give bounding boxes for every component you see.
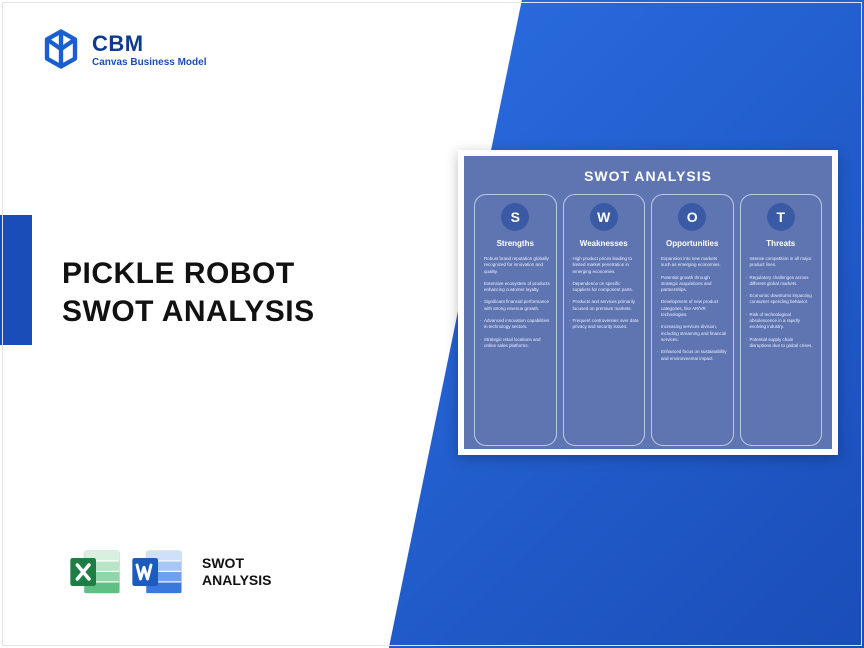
brand-logo-area: CBM Canvas Business Model [40, 28, 206, 70]
swot-item: Strategic retail locations and online sa… [480, 337, 551, 350]
file-label-line2: ANALYSIS [202, 572, 272, 589]
swot-letter-circle: T [767, 203, 795, 231]
swot-item: Significant financial performance with s… [480, 299, 551, 312]
file-label-line1: SWOT [202, 555, 272, 572]
swot-column-heading: Threats [766, 239, 795, 248]
swot-item: Enhanced focus on sustainability and env… [657, 349, 728, 362]
swot-item: Development of new product categories, l… [657, 299, 728, 318]
swot-item: Products and services primarily focused … [569, 299, 640, 312]
swot-item: Potential growth through strategic acqui… [657, 275, 728, 294]
swot-column: O Opportunities Expansion into new markets… [651, 194, 734, 446]
swot-item: Increasing services division, including … [657, 324, 728, 343]
swot-item-list: High product prices leading to limited m… [569, 256, 640, 337]
swot-column: T Threats Intense competition in all major… [740, 194, 823, 446]
word-icon [130, 544, 186, 600]
swot-item: High product prices leading to limited m… [569, 256, 640, 275]
page-title-line1: PICKLE ROBOT [62, 255, 315, 293]
swot-column-heading: Opportunities [666, 239, 718, 248]
swot-item: Robust brand reputation globally recogni… [480, 256, 551, 275]
swot-item: Regulatory challenges across different g… [746, 275, 817, 288]
page-title-line2: SWOT ANALYSIS [62, 293, 315, 331]
cbm-logo-icon [40, 28, 82, 70]
swot-column-heading: Strengths [497, 239, 534, 248]
swot-letter-circle: S [501, 203, 529, 231]
swot-item: Expansion into new markets such as emerg… [657, 256, 728, 269]
excel-icon [68, 544, 124, 600]
swot-item: Frequent controversies over data privacy… [569, 318, 640, 331]
file-format-icons: SWOT ANALYSIS [68, 544, 272, 600]
swot-item: Risk of technological obsolescence in a … [746, 312, 817, 331]
swot-item: Intense competition in all major product… [746, 256, 817, 269]
swot-preview-card: SWOT ANALYSIS S Strengths Robust brand rep… [458, 150, 838, 455]
swot-grid: S Strengths Robust brand reputation global… [474, 194, 822, 446]
swot-column: S Strengths Robust brand reputation global… [474, 194, 557, 446]
swot-letter-circle: O [678, 203, 706, 231]
swot-column: W Weaknesses High product prices leading t… [563, 194, 646, 446]
brand-title: CBM [92, 31, 206, 57]
swot-item-list: Robust brand reputation globally recogni… [480, 256, 551, 355]
brand-subtitle: Canvas Business Model [92, 57, 206, 68]
page-title: PICKLE ROBOT SWOT ANALYSIS [62, 255, 315, 330]
swot-column-heading: Weaknesses [580, 239, 628, 248]
swot-card-title: SWOT ANALYSIS [474, 168, 822, 184]
swot-item-list: Intense competition in all major product… [746, 256, 817, 355]
swot-item: Potential supply chain disruptions due t… [746, 337, 817, 350]
swot-item: Advanced innovation capabilities in tech… [480, 318, 551, 331]
swot-letter-circle: W [590, 203, 618, 231]
swot-item: Economic downturns impacting consumer sp… [746, 293, 817, 306]
left-accent-bar [0, 215, 32, 345]
file-format-label: SWOT ANALYSIS [202, 555, 272, 589]
swot-item: Extensive ecosystem of products enhancin… [480, 281, 551, 294]
swot-item: Dependence on specific suppliers for com… [569, 281, 640, 294]
swot-item-list: Expansion into new markets such as emerg… [657, 256, 728, 368]
